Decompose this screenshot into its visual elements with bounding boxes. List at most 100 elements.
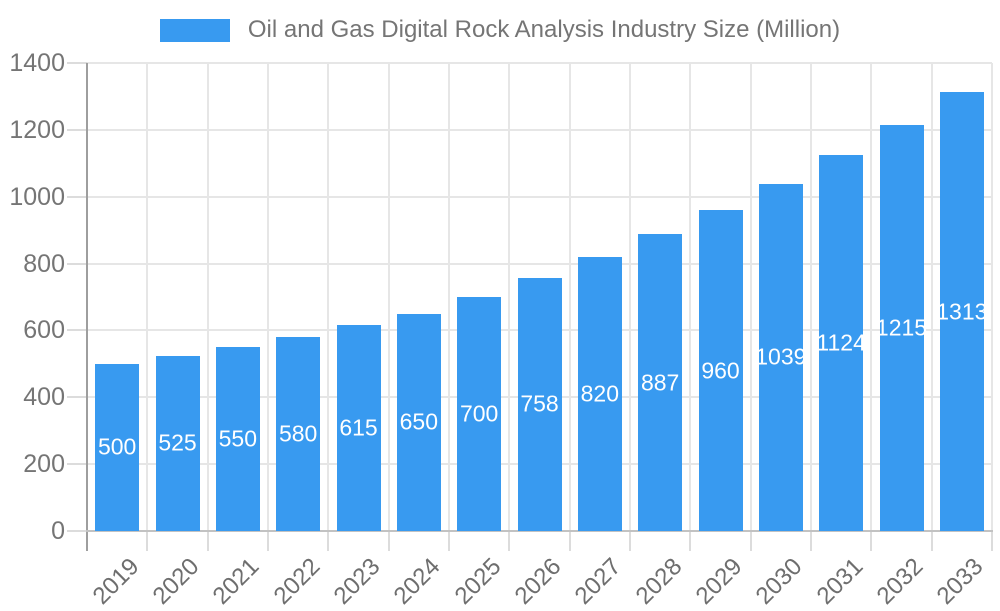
y-tick-label-400: 400 (23, 383, 65, 412)
y-tick-600 (67, 329, 87, 332)
gridline-v-12 (810, 63, 812, 531)
legend[interactable]: Oil and Gas Digital Rock Analysis Indust… (0, 16, 1000, 44)
gridline-v-15 (991, 63, 993, 531)
y-tick-400 (67, 396, 87, 399)
x-tick-label-2028: 2028 (630, 553, 688, 610)
x-axis-line (86, 530, 993, 532)
x-tick-15 (991, 531, 993, 551)
y-tick-label-1200: 1200 (9, 115, 65, 144)
x-tick-label-2020: 2020 (147, 553, 205, 610)
bar-2022[interactable] (276, 337, 321, 531)
gridline-v-3 (267, 63, 269, 531)
bar-2033[interactable] (939, 92, 984, 531)
bar-2021[interactable] (215, 347, 260, 531)
x-tick-10 (689, 531, 692, 551)
y-tick-1200 (67, 128, 87, 131)
bar-value-label-2023: 615 (339, 414, 378, 441)
y-axis-line (86, 63, 88, 551)
y-tick-label-1400: 1400 (9, 49, 65, 77)
x-tick-label-2032: 2032 (871, 553, 929, 610)
x-tick-5 (387, 531, 390, 551)
gridline-v-13 (870, 63, 873, 531)
x-tick-label-2022: 2022 (268, 553, 326, 610)
x-tick-1 (146, 531, 149, 551)
x-tick-6 (448, 531, 450, 551)
bar-2019[interactable] (95, 363, 140, 531)
x-tick-13 (870, 531, 873, 551)
bar-2030[interactable] (758, 183, 803, 531)
x-tick-label-2023: 2023 (328, 553, 386, 610)
x-tick-12 (810, 531, 812, 551)
gridline-v-7 (508, 63, 511, 531)
x-tick-3 (267, 531, 269, 551)
x-tick-label-2031: 2031 (811, 553, 869, 610)
bar-2025[interactable] (457, 297, 502, 531)
y-tick-0 (67, 530, 87, 532)
gridline-v-2 (206, 63, 209, 531)
gridline-v-6 (448, 63, 450, 531)
y-tick-label-800: 800 (23, 249, 65, 278)
x-tick-label-2019: 2019 (87, 553, 145, 610)
gridline-h-1000 (87, 195, 992, 198)
x-tick-4 (327, 531, 330, 551)
y-tick-label-600: 600 (23, 316, 65, 345)
x-tick-label-2026: 2026 (509, 553, 567, 610)
bar-2027[interactable] (577, 256, 622, 531)
bar-2028[interactable] (638, 234, 683, 531)
gridline-v-14 (930, 63, 933, 531)
bar-2020[interactable] (155, 355, 200, 531)
y-tick-label-1000: 1000 (9, 182, 65, 211)
x-tick-label-2024: 2024 (389, 553, 446, 610)
chart-title: Oil and Gas Digital Rock Analysis Indust… (247, 16, 841, 43)
bar-value-label-2030: 1039 (755, 343, 807, 370)
x-tick-label-2025: 2025 (449, 553, 507, 610)
bar-2029[interactable] (698, 210, 743, 531)
gridline-v-5 (387, 63, 390, 531)
y-tick-200 (67, 463, 87, 466)
y-tick-label-200: 200 (23, 450, 65, 479)
bar-value-label-2027: 820 (580, 380, 620, 407)
x-tick-label-2033: 2033 (932, 553, 989, 610)
bar-2026[interactable] (517, 277, 562, 531)
y-tick-label-0: 0 (51, 517, 65, 545)
x-tick-11 (749, 531, 752, 551)
gridline-v-8 (568, 63, 571, 531)
gridline-h-1400 (87, 62, 992, 64)
x-tick-2 (206, 531, 209, 551)
bar-value-label-2032: 1215 (875, 314, 928, 341)
gridline-v-9 (629, 63, 631, 531)
x-tick-8 (568, 531, 571, 551)
y-tick-1000 (67, 195, 87, 198)
gridline-v-11 (749, 63, 752, 531)
x-tick-9 (629, 531, 631, 551)
legend-swatch-icon (159, 18, 230, 42)
bar-value-label-2022: 580 (278, 420, 318, 447)
gridline-h-800 (87, 262, 992, 265)
bar-value-label-2028: 887 (640, 369, 680, 396)
x-tick-label-2021: 2021 (208, 553, 265, 610)
gridline-h-1200 (87, 128, 992, 131)
x-tick-7 (508, 531, 511, 551)
y-tick-800 (67, 262, 87, 265)
bar-value-label-2033: 1313 (936, 298, 988, 325)
bar-2031[interactable] (819, 155, 864, 531)
gridline-v-4 (327, 63, 330, 531)
bar-value-label-2031: 1124 (816, 329, 866, 356)
bar-value-label-2021: 550 (218, 425, 258, 452)
bar-2023[interactable] (336, 325, 381, 531)
bar-2032[interactable] (879, 124, 924, 531)
bar-value-label-2020: 525 (158, 429, 197, 456)
bar-value-label-2026: 758 (520, 390, 559, 417)
bar-value-label-2029: 960 (701, 357, 740, 384)
x-tick-label-2027: 2027 (570, 553, 627, 610)
bar-value-label-2024: 650 (399, 408, 439, 435)
bar-value-label-2025: 700 (459, 400, 499, 427)
gridline-v-10 (689, 63, 692, 531)
bar-value-label-2019: 500 (97, 433, 137, 460)
y-tick-1400 (67, 62, 87, 64)
gridline-v-1 (146, 63, 149, 531)
bar-2024[interactable] (396, 313, 441, 531)
x-tick-label-2029: 2029 (690, 553, 748, 610)
